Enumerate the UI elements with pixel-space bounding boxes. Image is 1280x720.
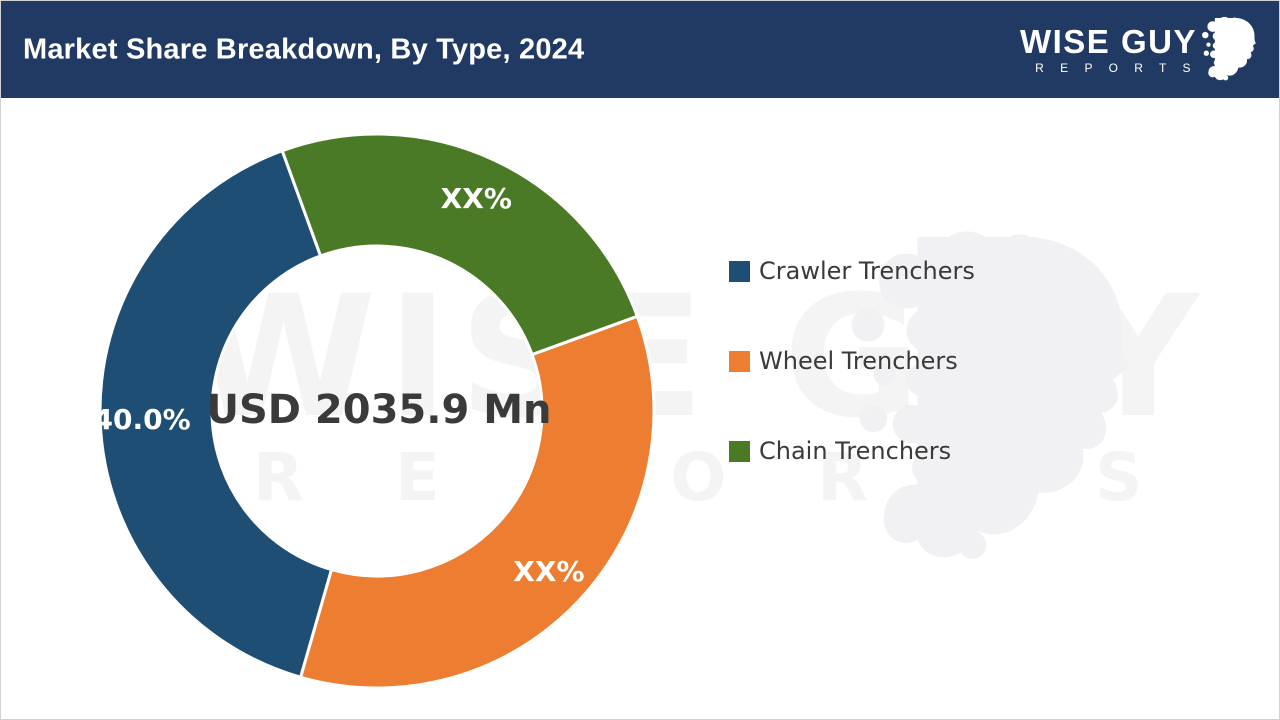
legend-item-crawler-trenchers: Crawler Trenchers [729, 255, 975, 287]
legend-swatch-chain-trenchers [729, 440, 750, 462]
page-title: Market Share Breakdown, By Type, 2024 [23, 33, 585, 65]
legend-item-wheel-trenchers: Wheel Trenchers [729, 345, 975, 377]
logo-wordmark-line2: R E P O R T S [1035, 61, 1197, 75]
wise-guy-logo: WISE GUY R E P O R T S [1020, 9, 1265, 91]
logo-wordmark: WISE GUY R E P O R T S [1020, 24, 1197, 76]
legend-swatch-crawler-trenchers [729, 260, 750, 282]
header-banner: Market Share Breakdown, By Type, 2024 WI… [1, 1, 1279, 98]
legend-label-chain-trenchers: Chain Trenchers [759, 437, 952, 465]
chart-legend: Crawler Trenchers Wheel Trenchers Chain … [729, 255, 975, 525]
legend-swatch-wheel-trenchers [729, 350, 750, 372]
legend-label-wheel-trenchers: Wheel Trenchers [759, 347, 958, 375]
slice-value-label: XX% [513, 555, 584, 588]
logo-wordmark-line1: WISE GUY [1019, 23, 1197, 60]
slice-value-label: 40.0% [94, 403, 191, 436]
slice-value-label: XX% [441, 182, 512, 215]
donut-slice-crawler-trenchers [98, 149, 334, 679]
donut-slice-chain-trenchers [280, 132, 639, 357]
donut-slice-wheel-trenchers [299, 314, 656, 690]
donut-chart: 40.0% XX% XX% [94, 132, 656, 690]
legend-label-crawler-trenchers: Crawler Trenchers [759, 257, 975, 285]
legend-item-chain-trenchers: Chain Trenchers [729, 435, 975, 467]
chart-center-value: USD 2035.9 Mn [206, 387, 552, 433]
logo-face-icon [1202, 16, 1256, 81]
